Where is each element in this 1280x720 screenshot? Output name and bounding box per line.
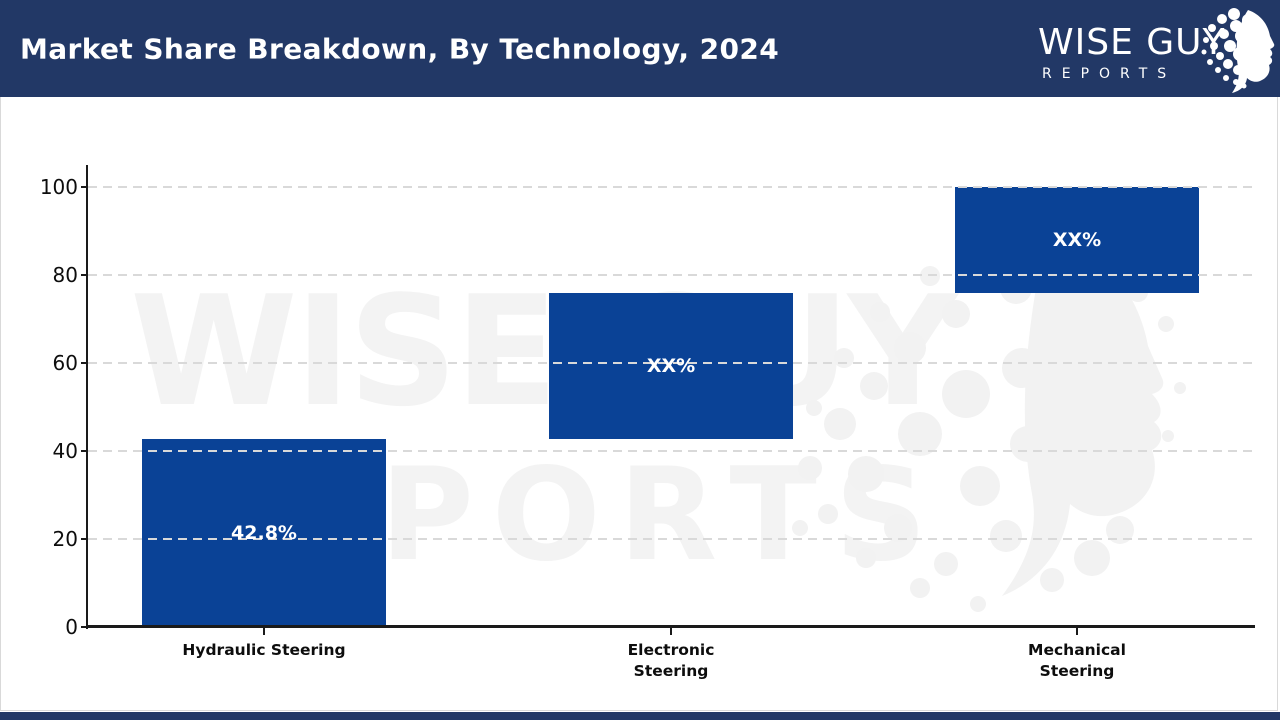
gridline-40 xyxy=(88,450,1255,452)
y-tick-label-40: 40 xyxy=(52,439,78,463)
bar-value-label-2: XX% xyxy=(646,355,696,378)
gridline-20 xyxy=(88,538,1255,540)
chart-title: Market Share Breakdown, By Technology, 2… xyxy=(20,32,780,65)
footer-bar xyxy=(0,712,1280,720)
gridline-80 xyxy=(88,274,1255,276)
x-tick-3 xyxy=(1076,628,1078,635)
y-tick-label-60: 60 xyxy=(52,351,78,375)
gridline-60 xyxy=(88,362,1255,364)
brand-logo: WISE GUY REPORTS xyxy=(1036,6,1276,94)
x-tick-1 xyxy=(263,628,265,635)
y-tick-60 xyxy=(81,362,88,364)
bar-value-label-3: XX% xyxy=(1052,229,1102,252)
y-tick-40 xyxy=(81,450,88,452)
y-tick-80 xyxy=(81,274,88,276)
category-label-2: Electronic Steering xyxy=(627,641,715,680)
bar-value-label-1: 42.8% xyxy=(231,521,297,544)
y-axis-line xyxy=(86,165,88,629)
x-axis-line xyxy=(88,625,1255,628)
y-tick-0 xyxy=(81,626,88,628)
category-label-1: Hydraulic Steering xyxy=(182,641,346,659)
y-tick-label-20: 20 xyxy=(52,527,78,551)
y-tick-label-80: 80 xyxy=(52,263,78,287)
brand-tagline: REPORTS xyxy=(1042,66,1177,82)
brand-head-icon xyxy=(1201,8,1275,93)
bar-1 xyxy=(142,438,386,627)
gridline-100 xyxy=(88,186,1255,188)
y-tick-20 xyxy=(81,538,88,540)
brand-wordmark: WISE GUY xyxy=(1038,22,1226,63)
y-tick-label-0: 0 xyxy=(65,615,78,639)
y-tick-100 xyxy=(81,186,88,188)
bar-2 xyxy=(549,293,793,439)
x-tick-2 xyxy=(670,628,672,635)
category-label-3: Mechanical Steering xyxy=(1028,641,1126,680)
y-tick-label-100: 100 xyxy=(39,175,78,199)
header-band: Market Share Breakdown, By Technology, 2… xyxy=(0,0,1280,97)
